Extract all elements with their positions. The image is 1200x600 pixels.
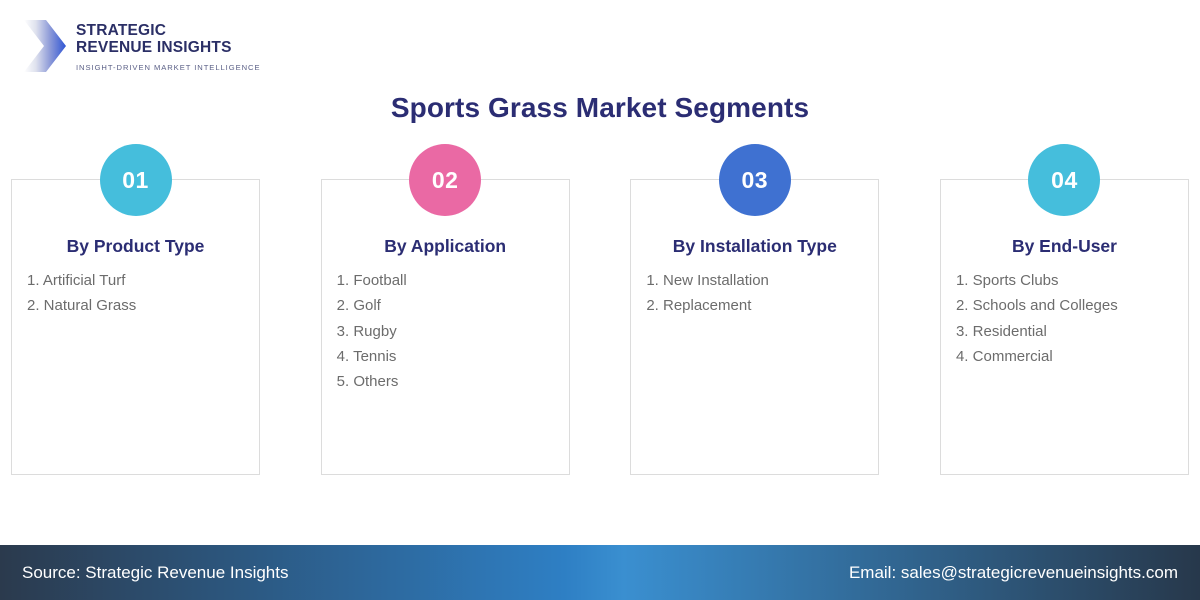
list-item: 1. New Installation xyxy=(646,272,769,289)
list-item: 4. Commercial xyxy=(955,347,1053,365)
brand-logo: STRATEGIC REVENUE INSIGHTS INSIGHT-DRIVE… xyxy=(22,18,260,74)
brand-name-line2: REVENUE INSIGHTS xyxy=(76,39,232,56)
segment-card-heading: By Installation Type xyxy=(672,236,837,256)
footer-bar: Source: Strategic Revenue Insights Email… xyxy=(0,545,1200,600)
brand-tagline: INSIGHT-DRIVEN MARKET INTELLIGENCE xyxy=(76,63,261,72)
segment-card: 04 By End-User 1. Sports Clubs 2. School… xyxy=(939,144,1189,475)
segment-number-badge: 04 xyxy=(1028,144,1101,216)
segment-card: 02 By Application 1. Football 2. Golf 3.… xyxy=(320,144,570,475)
segment-number-badge: 01 xyxy=(99,144,172,216)
list-item: 1. Football xyxy=(336,272,407,289)
segment-item-list: 1. Football 2. Golf 3. Rugby 4. Tennis 5… xyxy=(322,268,569,394)
list-item: 2. Schools and Colleges xyxy=(955,297,1118,315)
brand-name: STRATEGIC REVENUE INSIGHTS INSIGHT-DRIVE… xyxy=(76,18,260,72)
segment-number-badge: 03 xyxy=(718,144,791,216)
segment-card: 01 By Product Type 1. Artificial Turf 2.… xyxy=(11,144,260,475)
list-item: 2. Golf xyxy=(336,297,381,315)
brand-name-line1: STRATEGIC xyxy=(76,22,167,39)
list-item: 2. Natural Grass xyxy=(27,297,137,315)
segment-item-list: 1. Artificial Turf 2. Natural Grass xyxy=(12,268,259,319)
page-title: Sports Grass Market Segments xyxy=(390,92,810,123)
segment-card: 03 By Installation Type 1. New Installat… xyxy=(630,144,880,475)
list-item: 5. Others xyxy=(336,373,399,391)
footer-email: Email: sales@strategicrevenueinsights.co… xyxy=(848,562,1178,582)
list-item: 1. Artificial Turf xyxy=(27,272,126,289)
segment-card-list: 01 By Product Type 1. Artificial Turf 2.… xyxy=(11,144,1189,475)
segment-card-heading: By Product Type xyxy=(66,236,205,256)
segment-card-heading: By Application xyxy=(384,236,507,256)
list-item: 3. Residential xyxy=(955,322,1047,340)
segment-item-list: 1. Sports Clubs 2. Schools and Colleges … xyxy=(941,268,1188,369)
segment-item-list: 1. New Installation 2. Replacement xyxy=(631,268,878,319)
segment-number-badge: 02 xyxy=(409,144,482,216)
list-item: 3. Rugby xyxy=(336,322,397,340)
list-item: 4. Tennis xyxy=(336,347,397,365)
segment-card-heading: By End-User xyxy=(1011,236,1117,256)
footer-source: Source: Strategic Revenue Insights xyxy=(22,562,289,582)
list-item: 1. Sports Clubs xyxy=(955,272,1059,289)
list-item: 2. Replacement xyxy=(646,297,752,315)
chevron-right-gradient-icon xyxy=(24,20,66,72)
